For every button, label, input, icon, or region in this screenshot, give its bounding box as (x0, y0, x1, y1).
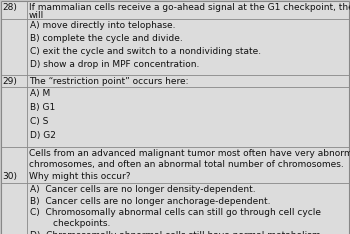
Text: C)  Chromosomally abnormal cells can still go through cell cycle: C) Chromosomally abnormal cells can stil… (30, 208, 321, 217)
Text: 28): 28) (2, 3, 17, 12)
Text: 30): 30) (2, 172, 17, 181)
Text: checkpoints.: checkpoints. (30, 219, 110, 228)
Text: Why might this occur?: Why might this occur? (29, 172, 131, 181)
Text: B)  Cancer cells are no longer anchorage-dependent.: B) Cancer cells are no longer anchorage-… (30, 197, 271, 205)
Text: B) G1: B) G1 (30, 103, 55, 112)
Text: C) exit the cycle and switch to a nondividing state.: C) exit the cycle and switch to a nondiv… (30, 47, 261, 56)
Text: D) G2: D) G2 (30, 131, 56, 140)
Text: chromosomes, and often an abnormal total number of chromosomes.: chromosomes, and often an abnormal total… (29, 161, 344, 169)
Text: The “restriction point” occurs here:: The “restriction point” occurs here: (29, 77, 189, 86)
Text: C) S: C) S (30, 117, 48, 126)
Text: A) M: A) M (30, 89, 50, 98)
Text: D)  Chromosomally abnormal cells still have normal metabolism.: D) Chromosomally abnormal cells still ha… (30, 231, 323, 234)
Text: If mammalian cells receive a go-ahead signal at the G1 checkpoint, they: If mammalian cells receive a go-ahead si… (29, 3, 350, 12)
Text: A) move directly into telophase.: A) move directly into telophase. (30, 21, 175, 30)
Text: D) show a drop in MPF concentration.: D) show a drop in MPF concentration. (30, 60, 200, 69)
Text: Cells from an advanced malignant tumor most often have very abnormal: Cells from an advanced malignant tumor m… (29, 149, 350, 158)
Text: B) complete the cycle and divide.: B) complete the cycle and divide. (30, 34, 183, 43)
Text: will: will (29, 11, 44, 21)
Text: 29): 29) (2, 77, 17, 86)
Text: A)  Cancer cells are no longer density-dependent.: A) Cancer cells are no longer density-de… (30, 185, 256, 194)
